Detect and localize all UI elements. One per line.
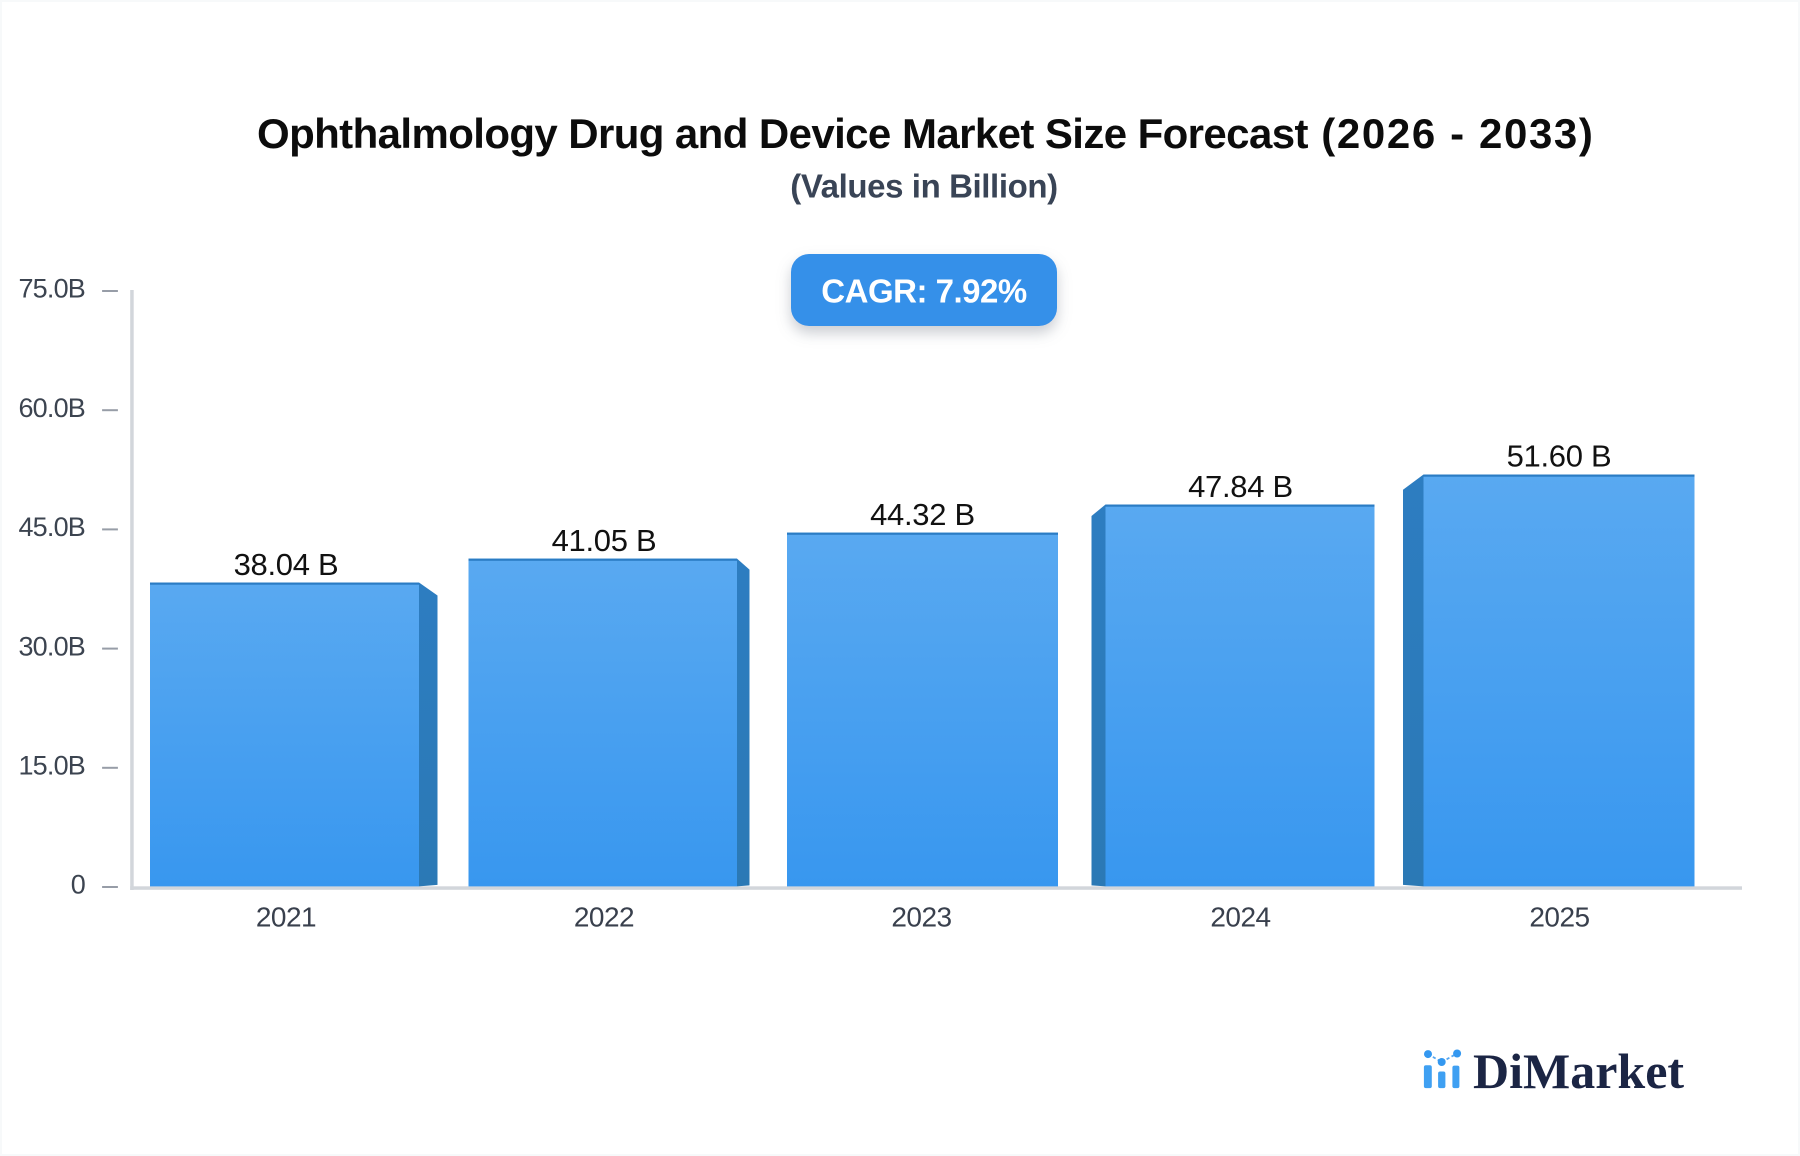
svg-text:CAGR: 7.92%: CAGR: 7.92%: [821, 273, 1027, 310]
svg-text:2024: 2024: [1210, 902, 1270, 933]
svg-text:2025: 2025: [1529, 902, 1589, 933]
svg-text:44.32 B: 44.32 B: [870, 497, 975, 532]
svg-text:41.05 B: 41.05 B: [552, 523, 657, 558]
svg-text:(Values in Billion): (Values in Billion): [790, 168, 1057, 205]
svg-text:Market Size Forecast: Market Size Forecast: [902, 110, 1308, 157]
svg-text:47.84 B: 47.84 B: [1188, 469, 1293, 504]
svg-text:Ophthalmology Drug and Device: Ophthalmology Drug and Device: [257, 110, 891, 157]
svg-text:60.0B: 60.0B: [18, 393, 85, 423]
svg-text:2023: 2023: [891, 902, 951, 933]
svg-text:DiMarket: DiMarket: [1473, 1043, 1684, 1099]
svg-text:2022: 2022: [574, 902, 634, 933]
svg-text:0: 0: [71, 870, 85, 900]
svg-text:51.60 B: 51.60 B: [1507, 439, 1612, 474]
svg-text:15.0B: 15.0B: [18, 751, 85, 781]
svg-text:30.0B: 30.0B: [18, 631, 85, 661]
svg-text:(2026 - 2033): (2026 - 2033): [1321, 110, 1594, 157]
svg-text:2021: 2021: [256, 902, 316, 933]
svg-text:45.0B: 45.0B: [18, 512, 85, 542]
svg-text:75.0B: 75.0B: [18, 274, 85, 304]
svg-text:38.04 B: 38.04 B: [234, 547, 339, 582]
